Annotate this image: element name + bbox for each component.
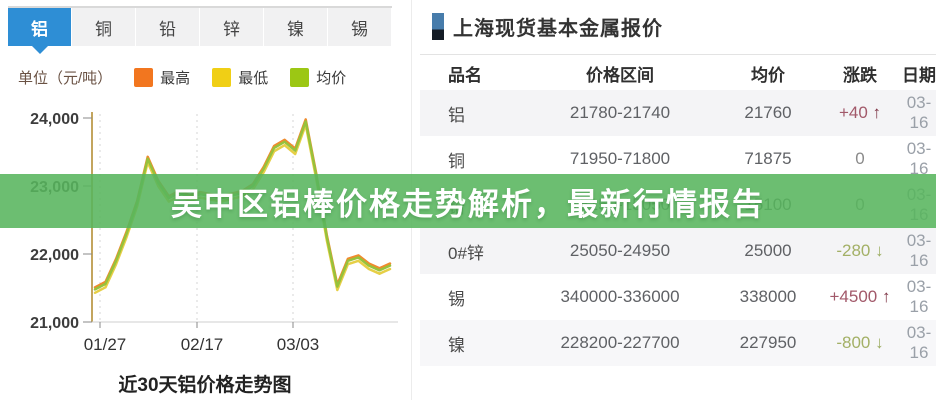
cell-date: 03-16 bbox=[906, 139, 932, 178]
cell-average-price: 71875 bbox=[744, 149, 792, 168]
cell-average-price: 227950 bbox=[739, 333, 797, 352]
cell-price-range: 71950-71800 bbox=[569, 149, 671, 168]
metal-tab-2[interactable]: 铅 bbox=[136, 8, 199, 46]
cell-change: 0 bbox=[818, 149, 902, 169]
arrow-up-icon: ↑ bbox=[867, 103, 882, 122]
chart-legend-row: 单位（元/吨） 最高 最低 均价 bbox=[18, 64, 398, 90]
legend-item-0: 最高 bbox=[134, 67, 190, 88]
title-divider bbox=[420, 54, 936, 55]
cell-change: -280 ↓ bbox=[818, 241, 902, 261]
quote-panel-title-text: 上海现货基本金属报价 bbox=[453, 18, 663, 40]
change-value: -280 bbox=[836, 241, 871, 260]
legend-items: 最高 最低 均价 bbox=[134, 67, 368, 88]
arrow-up-icon: ↑ bbox=[877, 287, 891, 306]
y-tick-label: 24,000 bbox=[30, 111, 79, 128]
metal-tab-4[interactable]: 镍 bbox=[264, 8, 327, 46]
column-header-3: 涨跌 bbox=[843, 65, 877, 85]
y-tick-label: 22,000 bbox=[30, 247, 79, 264]
cell-name: 镍 bbox=[448, 335, 465, 355]
cell-price-range: 340000-336000 bbox=[560, 287, 680, 306]
metal-tab-3[interactable]: 锌 bbox=[200, 8, 263, 46]
x-tick-label: 01/27 bbox=[84, 335, 127, 354]
headline-text: 吴中区铝棒价格走势解析，最新行情报告 bbox=[171, 186, 765, 222]
change-value: +4500 bbox=[829, 287, 878, 306]
quote-panel-title: 上海现货基本金属报价 bbox=[432, 12, 663, 41]
legend-swatch-icon bbox=[212, 67, 232, 87]
x-tick-label: 03/03 bbox=[277, 335, 320, 354]
cell-name: 铜 bbox=[448, 151, 465, 171]
legend-label: 最低 bbox=[238, 69, 269, 87]
metal-tab-5[interactable]: 锡 bbox=[328, 8, 391, 46]
cell-date: 03-16 bbox=[906, 231, 932, 270]
legend-swatch-icon bbox=[290, 67, 310, 87]
cell-change: -800 ↓ bbox=[818, 333, 902, 353]
cell-name: 锡 bbox=[448, 289, 465, 309]
cell-average-price: 25000 bbox=[744, 241, 792, 260]
metal-tabbar: 铝铜铅锌镍锡 bbox=[8, 6, 392, 54]
cell-average-price: 21760 bbox=[744, 103, 792, 122]
column-header-2: 均价 bbox=[751, 65, 785, 85]
cell-name: 0#锌 bbox=[448, 243, 484, 263]
cell-change: +4500 ↑ bbox=[818, 287, 902, 307]
cell-price-range: 228200-227700 bbox=[560, 333, 680, 352]
metal-tab-1[interactable]: 铜 bbox=[72, 8, 135, 46]
cell-date: 03-16 bbox=[906, 277, 932, 316]
cell-price-range: 21780-21740 bbox=[569, 103, 671, 122]
column-header-4: 日期 bbox=[902, 65, 936, 85]
arrow-down-icon: ↓ bbox=[870, 333, 884, 352]
cell-average-price: 338000 bbox=[739, 287, 797, 306]
arrow-down-icon: ↓ bbox=[870, 241, 884, 260]
cell-price-range: 25050-24950 bbox=[569, 241, 671, 260]
y-tick-label: 21,000 bbox=[30, 315, 79, 332]
cell-date: 03-16 bbox=[906, 323, 932, 362]
legend-item-1: 最低 bbox=[212, 67, 268, 88]
legend-label: 均价 bbox=[316, 69, 347, 87]
change-value: +40 bbox=[838, 103, 868, 122]
legend-swatch-icon bbox=[134, 67, 154, 87]
column-header-1: 价格区间 bbox=[586, 65, 654, 85]
change-value: -800 bbox=[836, 333, 871, 352]
cell-change: +40 ↑ bbox=[818, 103, 902, 123]
cell-date: 03-16 bbox=[906, 93, 932, 132]
cell-name: 铝 bbox=[448, 105, 465, 125]
change-value: 0 bbox=[855, 149, 865, 168]
table-row: 铝 21780-21740 21760 +40 ↑ 03-16 bbox=[420, 90, 936, 136]
headline-banner: 吴中区铝棒价格走势解析，最新行情报告 bbox=[0, 174, 936, 228]
title-marker-icon bbox=[432, 13, 444, 40]
column-header-0: 品名 bbox=[448, 65, 482, 85]
table-row: 锡 340000-336000 338000 +4500 ↑ 03-16 bbox=[420, 274, 936, 320]
x-tick-label: 02/17 bbox=[181, 335, 224, 354]
legend-label: 最高 bbox=[160, 69, 191, 87]
unit-label: 单位（元/吨） bbox=[18, 69, 113, 87]
table-header: 品名 价格区间 均价 涨跌 日期 bbox=[420, 56, 936, 90]
table-row: 镍 228200-227700 227950 -800 ↓ 03-16 bbox=[420, 320, 936, 366]
chart-title: 近30天铝价格走势图 bbox=[118, 375, 292, 396]
metal-tab-0[interactable]: 铝 bbox=[8, 8, 71, 54]
table-row: 0#锌 25050-24950 25000 -280 ↓ 03-16 bbox=[420, 228, 936, 274]
legend-item-2: 均价 bbox=[290, 67, 346, 88]
